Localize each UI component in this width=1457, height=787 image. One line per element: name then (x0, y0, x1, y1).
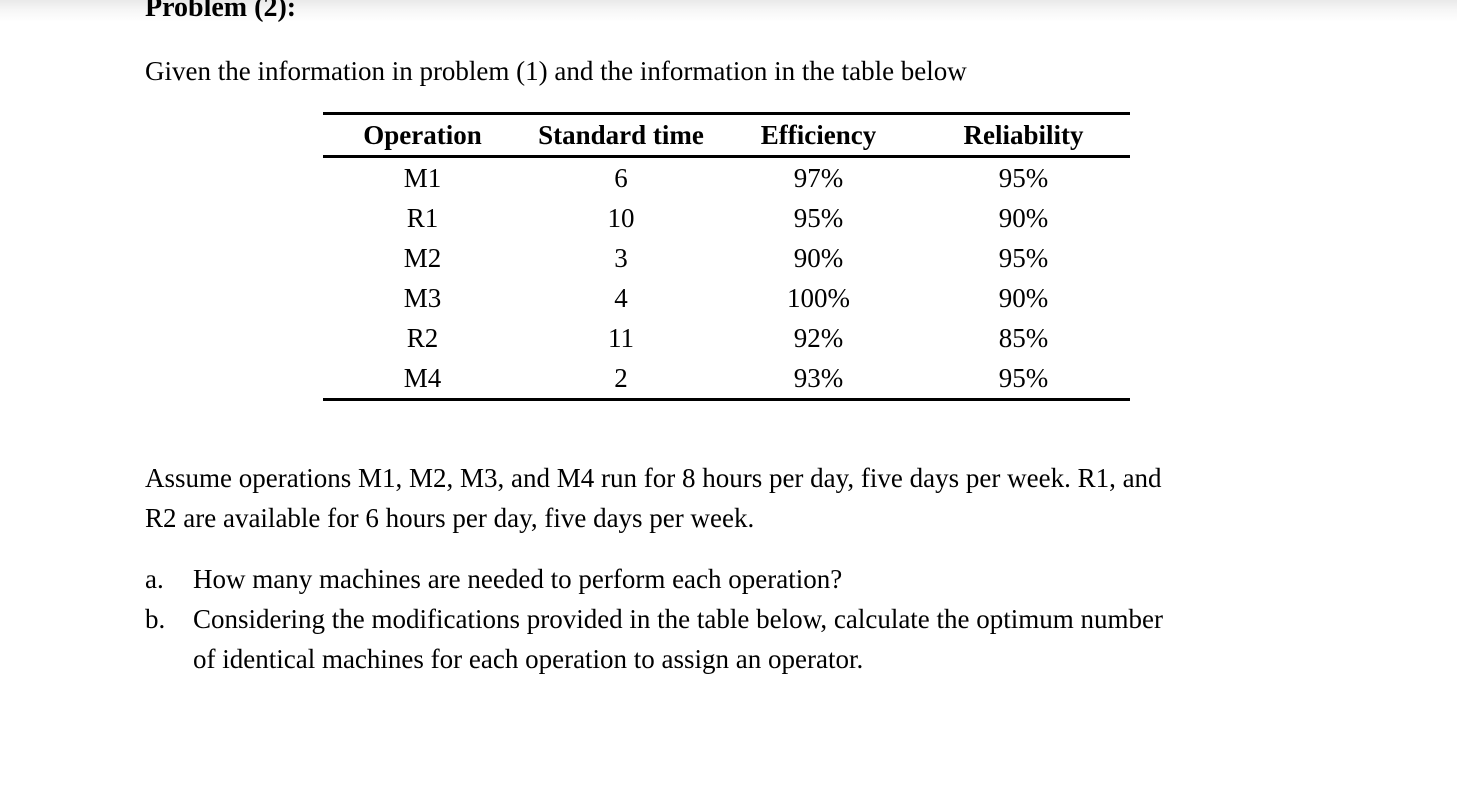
operations-table: Operation Standard time Efficiency Relia… (323, 112, 1130, 401)
cell-operation: M4 (323, 358, 522, 401)
question-list: a. How many machines are needed to perfo… (145, 559, 1370, 679)
cell-standard-time: 6 (614, 163, 628, 193)
cell-reliability: 90% (998, 283, 1049, 313)
cell-operation: M1 (403, 163, 442, 193)
table-row: R1 10 95% 90% (323, 198, 1130, 238)
cell-efficiency: 93% (720, 358, 917, 401)
cell-efficiency: 97% (793, 163, 844, 193)
table-row: R2 11 92% 85% (323, 318, 1130, 358)
cell-reliability: 95% (917, 358, 1130, 401)
table-header-row: Operation Standard time Efficiency Relia… (323, 112, 1130, 158)
intro-text: Given the information in problem (1) and… (145, 56, 967, 86)
cell-operation: M3 (403, 283, 442, 313)
question-marker: b. (145, 604, 166, 634)
cell-standard-time: 3 (614, 243, 628, 273)
cell-standard-time: 10 (607, 203, 635, 233)
cell-efficiency: 100% (787, 283, 850, 313)
problem-heading: Problem (2): (145, 0, 297, 23)
question-marker: a. (145, 564, 164, 594)
cell-reliability: 95% (998, 243, 1049, 273)
question-text: How many machines are needed to perform … (193, 564, 843, 594)
cell-standard-time: 11 (608, 323, 634, 353)
cell-reliability: 85% (998, 323, 1049, 353)
cell-standard-time: 2 (522, 358, 720, 401)
cell-operation: R1 (406, 203, 439, 233)
cell-efficiency: 95% (793, 203, 844, 233)
column-header-reliability: Reliability (917, 112, 1130, 158)
cell-reliability: 90% (998, 203, 1049, 233)
question-item-a: a. How many machines are needed to perfo… (145, 559, 1370, 599)
column-header-standard-time: Standard time (522, 112, 720, 158)
table-row: M3 4 100% 90% (323, 278, 1130, 318)
cell-operation: R2 (406, 323, 439, 353)
column-header-operation: Operation (323, 112, 522, 158)
cell-operation: M2 (403, 243, 442, 273)
cell-efficiency: 92% (793, 323, 844, 353)
cell-reliability: 95% (998, 163, 1049, 193)
table-row: M2 3 90% 95% (323, 238, 1130, 278)
assumption-paragraph: Assume operations M1, M2, M3, and M4 run… (145, 463, 1162, 533)
question-item-b: b. Considering the modifications provide… (145, 599, 1370, 679)
table-row: M4 2 93% 95% (323, 358, 1130, 401)
question-text: Considering the modifications provided i… (193, 604, 1164, 674)
cell-standard-time: 4 (614, 283, 628, 313)
cell-efficiency: 90% (793, 243, 844, 273)
column-header-efficiency: Efficiency (720, 112, 917, 158)
table-row: M1 6 97% 95% (323, 157, 1130, 199)
